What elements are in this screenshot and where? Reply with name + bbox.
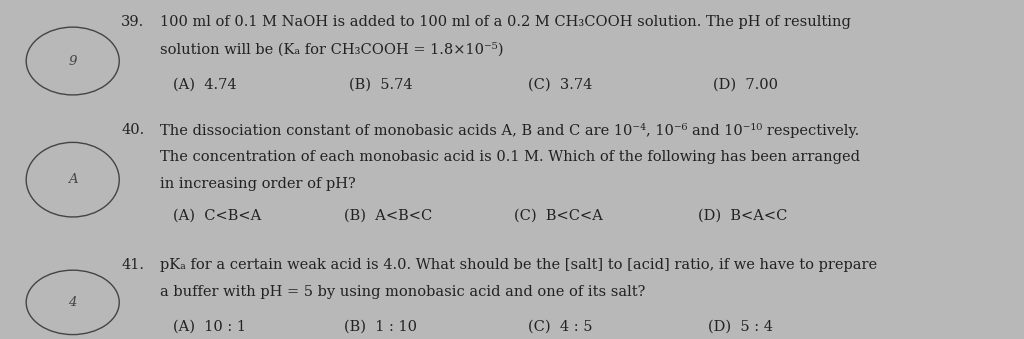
Text: (B)  1 : 10: (B) 1 : 10 <box>344 319 417 333</box>
Text: 39.: 39. <box>121 15 144 29</box>
Text: solution will be (Kₐ for CH₃COOH = 1.8×10⁻⁵): solution will be (Kₐ for CH₃COOH = 1.8×1… <box>160 42 504 57</box>
Text: The concentration of each monobasic acid is 0.1 M. Which of the following has be: The concentration of each monobasic acid… <box>160 150 860 164</box>
Text: 9: 9 <box>69 55 77 67</box>
Text: 4: 4 <box>69 296 77 309</box>
Text: (A)  C<B<A: (A) C<B<A <box>173 208 261 222</box>
Text: The dissociation constant of monobasic acids A, B and C are 10⁻⁴, 10⁻⁶ and 10⁻¹⁰: The dissociation constant of monobasic a… <box>160 123 859 138</box>
Text: in increasing order of pH?: in increasing order of pH? <box>160 177 355 191</box>
Text: (A)  4.74: (A) 4.74 <box>173 78 237 92</box>
Text: a buffer with pH = 5 by using monobasic acid and one of its salt?: a buffer with pH = 5 by using monobasic … <box>160 285 645 299</box>
Text: 40.: 40. <box>121 123 144 137</box>
Text: (D)  B<A<C: (D) B<A<C <box>698 208 787 222</box>
Text: (B)  A<B<C: (B) A<B<C <box>344 208 432 222</box>
Text: (A)  10 : 1: (A) 10 : 1 <box>173 319 246 333</box>
Text: (C)  3.74: (C) 3.74 <box>528 78 593 92</box>
Text: (C)  4 : 5: (C) 4 : 5 <box>528 319 593 333</box>
Text: (C)  B<C<A: (C) B<C<A <box>514 208 603 222</box>
Text: pKₐ for a certain weak acid is 4.0. What should be the [salt] to [acid] ratio, i: pKₐ for a certain weak acid is 4.0. What… <box>160 258 878 272</box>
Text: 41.: 41. <box>121 258 144 272</box>
Text: (D)  5 : 4: (D) 5 : 4 <box>708 319 773 333</box>
Text: (B)  5.74: (B) 5.74 <box>349 78 413 92</box>
Text: 100 ml of 0.1 M NaOH is added to 100 ml of a 0.2 M CH₃COOH solution. The pH of r: 100 ml of 0.1 M NaOH is added to 100 ml … <box>160 15 851 29</box>
Text: A: A <box>68 173 78 186</box>
Text: (D)  7.00: (D) 7.00 <box>713 78 777 92</box>
